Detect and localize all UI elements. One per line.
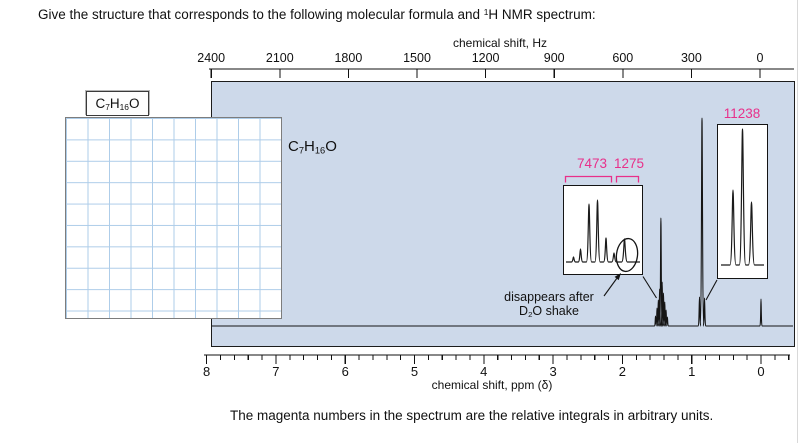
formula-label: C7H16O (288, 138, 337, 156)
ppm-tick-label: 6 (341, 364, 349, 379)
integral-label-triplet: 11238 (723, 106, 761, 121)
ppm-tick-labels: 8 7 6 5 4 3 2 1 0 (0, 364, 803, 379)
spectrum-panel (211, 81, 795, 347)
hz-tick-label: 900 (543, 51, 565, 65)
problem-title: Give the structure that corresponds to t… (38, 7, 596, 22)
hz-tick-label: 300 (680, 51, 702, 65)
d2o-annotation: disappears after D2O shake (504, 290, 594, 320)
inset-multiplet-box (563, 185, 643, 275)
formula-tab-label: C7H16O (95, 96, 140, 113)
ppm-axis (204, 354, 790, 364)
ppm-tick-label: 3 (549, 364, 557, 379)
hz-tick-label: 2100 (265, 51, 294, 65)
problem-title-text: Give the structure that corresponds to t… (38, 7, 484, 23)
problem-title-end: H NMR spectrum: (488, 7, 596, 23)
hz-tick-label: 600 (612, 51, 634, 65)
ppm-axis-ticks (206, 355, 790, 364)
ppm-tick-label: 8 (202, 364, 211, 379)
ppm-axis-label: chemical shift, ppm (δ) (431, 378, 553, 392)
hz-axis-ticks (210, 69, 761, 78)
ppm-tick-label: 1 (688, 364, 696, 379)
hz-tick-label: 0 (756, 51, 764, 65)
ppm-tick-label: 2 (618, 364, 627, 379)
structure-answer-grid[interactable] (65, 117, 282, 319)
ppm-tick-label: 0 (757, 364, 765, 379)
integral-label-multiplet: 7473 (576, 156, 608, 171)
hz-tick-labels: 2400 2100 1800 1500 1200 900 600 300 0 (0, 51, 803, 66)
inset-triplet-box (717, 124, 768, 279)
hz-tick-label: 1500 (403, 51, 431, 65)
page-edge-divider (797, 0, 798, 443)
d2o-annotation-line1: disappears after (504, 290, 594, 304)
d2o-annotation-line2: D2O shake (519, 304, 579, 319)
integral-label-singlet: 1275 (613, 156, 645, 171)
hz-tick-label: 2400 (197, 51, 226, 65)
formula-tab: C7H16O (86, 91, 149, 116)
hz-tick-label: 1800 (334, 51, 363, 65)
hz-tick-label: 1200 (471, 51, 500, 65)
hz-axis-label: chemical shift, Hz (452, 36, 548, 50)
caption: The magenta numbers in the spectrum are … (230, 408, 714, 423)
ppm-tick-label: 4 (480, 364, 488, 379)
hz-axis (209, 68, 794, 78)
ppm-tick-label: 7 (272, 364, 280, 379)
ppm-tick-label: 5 (410, 364, 419, 379)
proton-superscript: 1 (483, 7, 489, 17)
